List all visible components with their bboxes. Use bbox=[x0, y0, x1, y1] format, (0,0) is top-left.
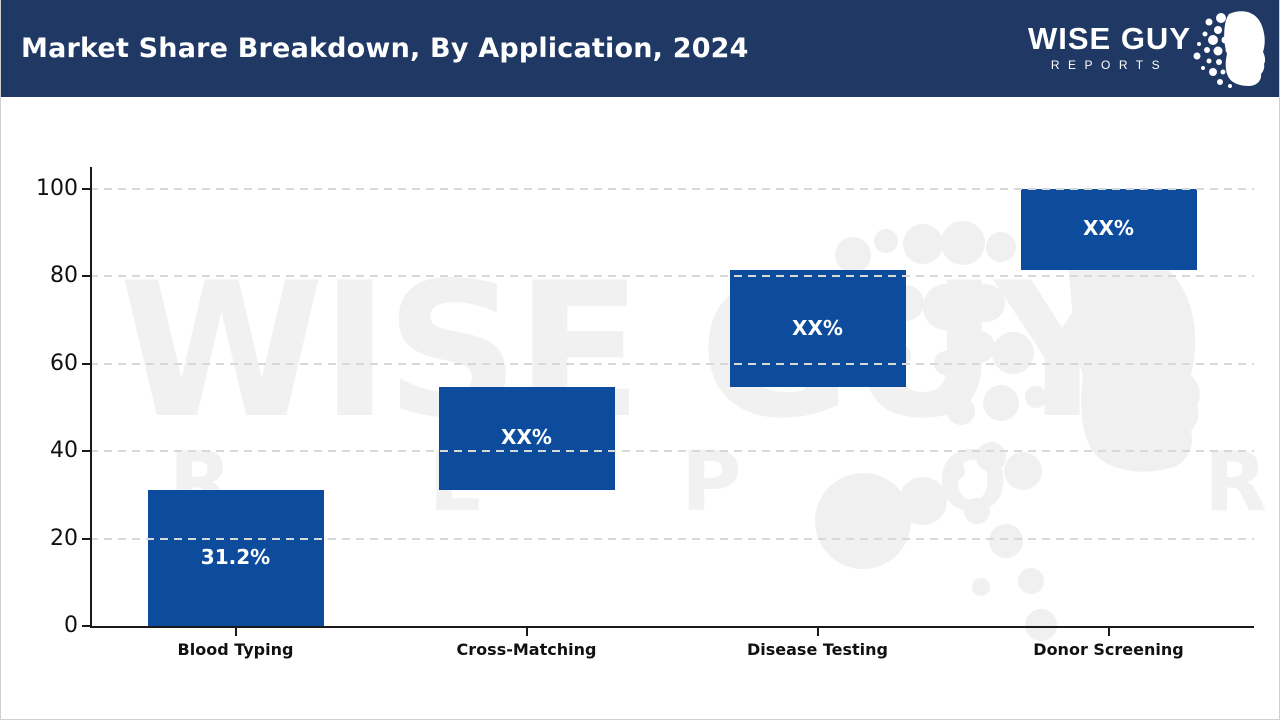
bar-blood-typing[interactable] bbox=[147, 489, 324, 626]
waterfall-chart: 0 20 40 60 80 100 31.2% Blood Typing XX% Cross-Ma… bbox=[1, 97, 1279, 719]
gridline-100 bbox=[90, 187, 1254, 190]
header-bar: Market Share Breakdown, By Application, … bbox=[1, 0, 1279, 97]
y-tick-label: 0 bbox=[64, 613, 78, 638]
gridline-40 bbox=[90, 450, 1254, 452]
bar-disease-testing[interactable] bbox=[729, 270, 906, 388]
y-tick-mark bbox=[82, 450, 90, 452]
x-axis bbox=[90, 626, 1254, 628]
y-axis bbox=[90, 166, 92, 628]
bar-cross-matching[interactable] bbox=[438, 387, 615, 490]
x-tick-mark bbox=[525, 628, 528, 636]
y-tick-mark bbox=[82, 275, 90, 277]
y-tick-mark bbox=[82, 362, 90, 365]
brand-logo-subname: REPORTS bbox=[1050, 58, 1169, 72]
y-tick-label: 80 bbox=[50, 263, 78, 288]
brand-logo-name: WISE GUY bbox=[1027, 21, 1191, 56]
category-label: Disease Testing bbox=[746, 640, 889, 659]
bar-donor-screening[interactable] bbox=[1020, 188, 1197, 271]
bar-value-label: XX% bbox=[501, 425, 552, 450]
y-tick-label: 40 bbox=[50, 438, 78, 463]
y-tick-mark bbox=[82, 625, 90, 627]
bar-value-label: XX% bbox=[792, 315, 843, 340]
brand-head-icon bbox=[1193, 11, 1266, 88]
y-tick-mark bbox=[82, 187, 90, 190]
y-tick-label: 20 bbox=[50, 525, 78, 551]
gridline-80 bbox=[90, 275, 1254, 277]
bar-value-label: XX% bbox=[1083, 216, 1134, 241]
watermark-subtext: R E P O R T S bbox=[169, 435, 1279, 530]
category-label: Blood Typing bbox=[177, 640, 294, 659]
bar-value-label: 31.2% bbox=[200, 544, 271, 569]
gridline-20 bbox=[90, 537, 1254, 540]
x-tick-mark bbox=[234, 628, 237, 636]
category-label: Cross-Matching bbox=[456, 640, 597, 659]
category-label: Donor Screening bbox=[1033, 640, 1184, 659]
gridline-60 bbox=[90, 362, 1254, 365]
watermark-head-icon bbox=[815, 221, 1200, 641]
y-tick-mark bbox=[82, 537, 90, 540]
page-title: Market Share Breakdown, By Application, … bbox=[21, 33, 749, 64]
brand-logo: WISE GUY REPORTS bbox=[1009, 0, 1269, 97]
x-tick-mark bbox=[1107, 628, 1110, 636]
brand-logo-text: WISE GUY REPORTS bbox=[1027, 21, 1191, 73]
x-tick-mark bbox=[816, 628, 819, 636]
y-tick-label: 60 bbox=[50, 350, 78, 376]
y-tick-label: 100 bbox=[36, 175, 78, 201]
